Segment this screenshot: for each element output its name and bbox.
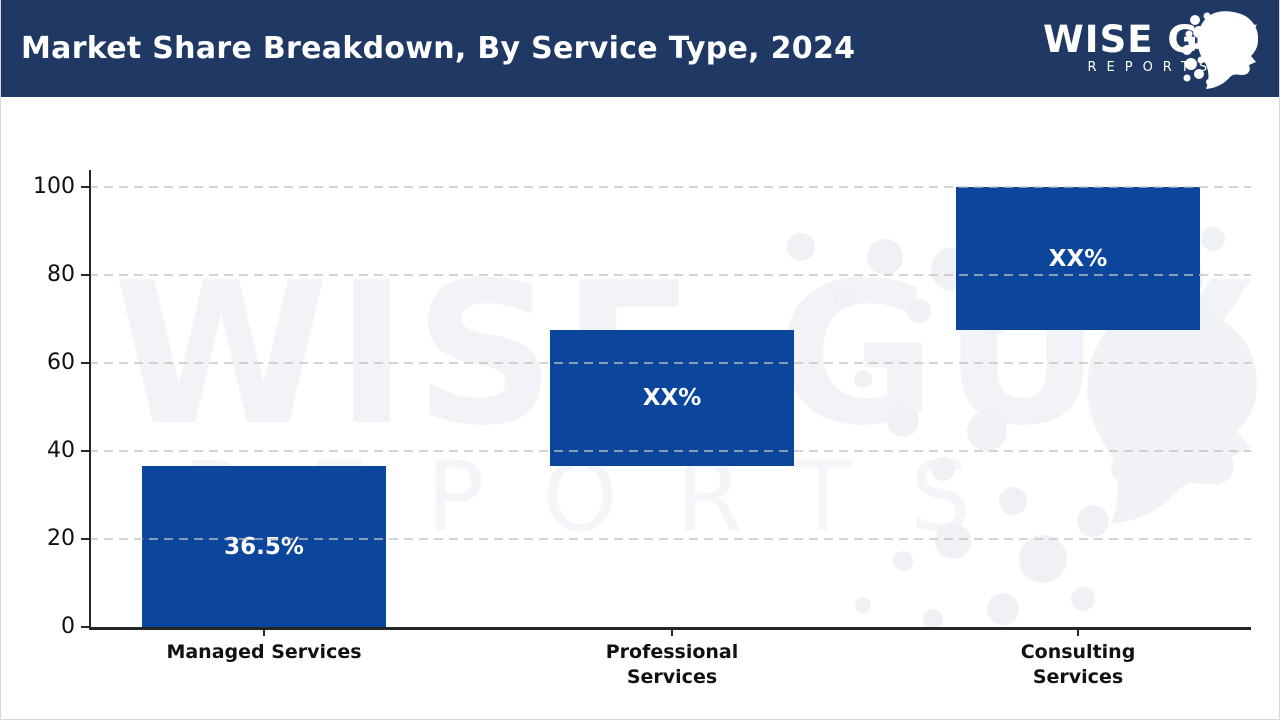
bar-consulting-services: XX% <box>956 187 1200 330</box>
y-tick-label: 100 <box>33 174 75 199</box>
y-tick-mark <box>81 626 89 628</box>
y-tick-mark <box>81 274 89 276</box>
y-tick-mark <box>81 362 89 364</box>
bar-value-label: XX% <box>642 385 702 412</box>
y-tick-label: 80 <box>47 262 75 287</box>
y-tick-mark <box>81 450 89 452</box>
chart-title: Market Share Breakdown, By Service Type,… <box>21 31 856 66</box>
x-tick-mark <box>671 630 673 636</box>
bar-managed-services: 36.5% <box>142 466 386 627</box>
x-tick-mark <box>263 630 265 636</box>
y-tick-mark <box>81 538 89 540</box>
wise-guy-logo: WISE GUY REPORTS <box>1017 6 1267 92</box>
y-axis-line <box>89 170 91 629</box>
y-tick-label: 0 <box>61 614 75 639</box>
x-tick-mark <box>1077 630 1079 636</box>
x-tick-label: Managed Services <box>166 641 362 663</box>
x-axis-line <box>89 627 1251 630</box>
y-tick-label: 40 <box>47 438 75 463</box>
dotted-head-profile-icon <box>1182 11 1259 89</box>
bar-value-label: 36.5% <box>224 533 304 560</box>
bar-value-label: XX% <box>1048 245 1108 272</box>
y-tick-label: 20 <box>47 526 75 551</box>
x-tick-label: Consulting Services <box>1020 641 1136 688</box>
header-bar: Market Share Breakdown, By Service Type,… <box>1 0 1279 97</box>
y-tick-mark <box>81 186 89 188</box>
x-tick-label: Professional Services <box>605 641 739 688</box>
logo-subtitle: REPORTS <box>1087 60 1218 75</box>
bar-professional-services: XX% <box>550 330 794 467</box>
y-tick-label: 60 <box>47 350 75 375</box>
